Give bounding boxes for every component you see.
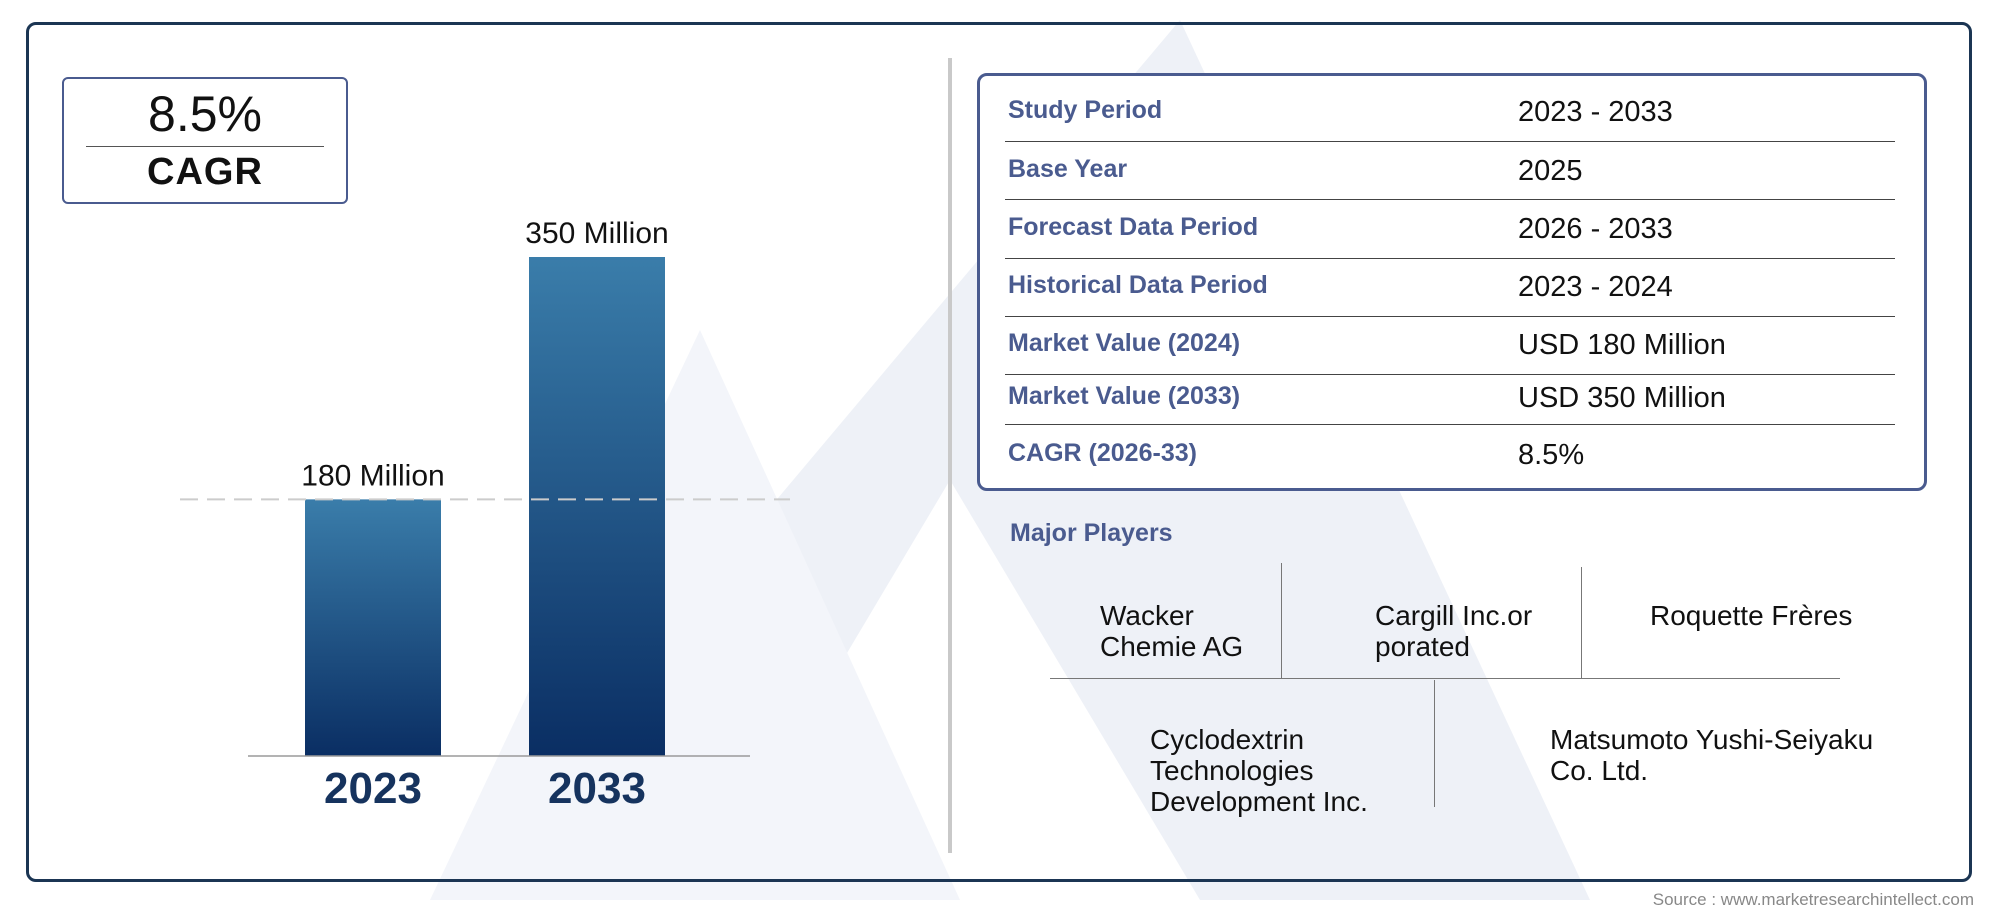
bar-2023: [305, 499, 441, 756]
info-key: CAGR (2026-33): [1008, 439, 1197, 467]
players-grid-line: [1050, 678, 1840, 679]
info-value: 2025: [1518, 155, 1583, 187]
info-key: Historical Data Period: [1008, 271, 1268, 299]
bar-chart: 180 Million 2023 350 Million 2033: [180, 217, 790, 813]
cagr-summary-box: 8.5% CAGR: [62, 77, 348, 204]
major-players-title: Major Players: [1010, 519, 1173, 547]
info-key: Study Period: [1008, 96, 1163, 124]
market-info-table: Study Period 2023 - 2033 Base Year 2025 …: [977, 73, 1927, 491]
cagr-label: CAGR: [147, 151, 263, 193]
vertical-separator: [948, 58, 952, 853]
players-grid-line: [1281, 563, 1282, 678]
data-label: 350 Million: [525, 217, 668, 250]
row-divider: [1005, 424, 1895, 425]
info-value: 8.5%: [1518, 439, 1585, 471]
bar-2033: [529, 257, 665, 756]
player-name: Cyclodextrin Technologies Development In…: [1150, 724, 1368, 817]
cagr-value: 8.5%: [148, 86, 262, 142]
players-grid-line: [1434, 680, 1435, 807]
info-value: 2023 - 2024: [1518, 271, 1673, 303]
player-name: Roquette Frères: [1650, 600, 1853, 631]
info-value: USD 180 Million: [1518, 329, 1726, 361]
row-divider: [1005, 199, 1895, 200]
info-key: Forecast Data Period: [1008, 213, 1259, 241]
info-key: Base Year: [1008, 155, 1128, 183]
category-label: 2023: [324, 764, 422, 813]
source-note: Source : www.marketresearchintellect.com: [1652, 890, 1974, 909]
info-value: 2023 - 2033: [1518, 96, 1673, 128]
row-divider: [1005, 258, 1895, 259]
row-divider: [1005, 141, 1895, 142]
info-key: Market Value (2033): [1008, 382, 1241, 410]
row-divider: [1005, 316, 1895, 317]
players-grid-line: [1581, 567, 1582, 678]
info-value: 2026 - 2033: [1518, 213, 1673, 245]
info-key: Market Value (2024): [1008, 329, 1241, 357]
info-value: USD 350 Million: [1518, 382, 1726, 414]
cagr-divider: [86, 146, 324, 147]
player-name: Cargill Inc.orporated: [1375, 600, 1533, 662]
player-name: Wacker Chemie AG: [1100, 600, 1244, 662]
data-label: 180 Million: [301, 459, 444, 492]
category-label: 2033: [548, 764, 646, 813]
player-name: Matsumoto Yushi-Seiyaku Co. Ltd.: [1550, 724, 1874, 786]
row-divider: [1005, 374, 1895, 375]
card-frame: [26, 22, 1972, 882]
